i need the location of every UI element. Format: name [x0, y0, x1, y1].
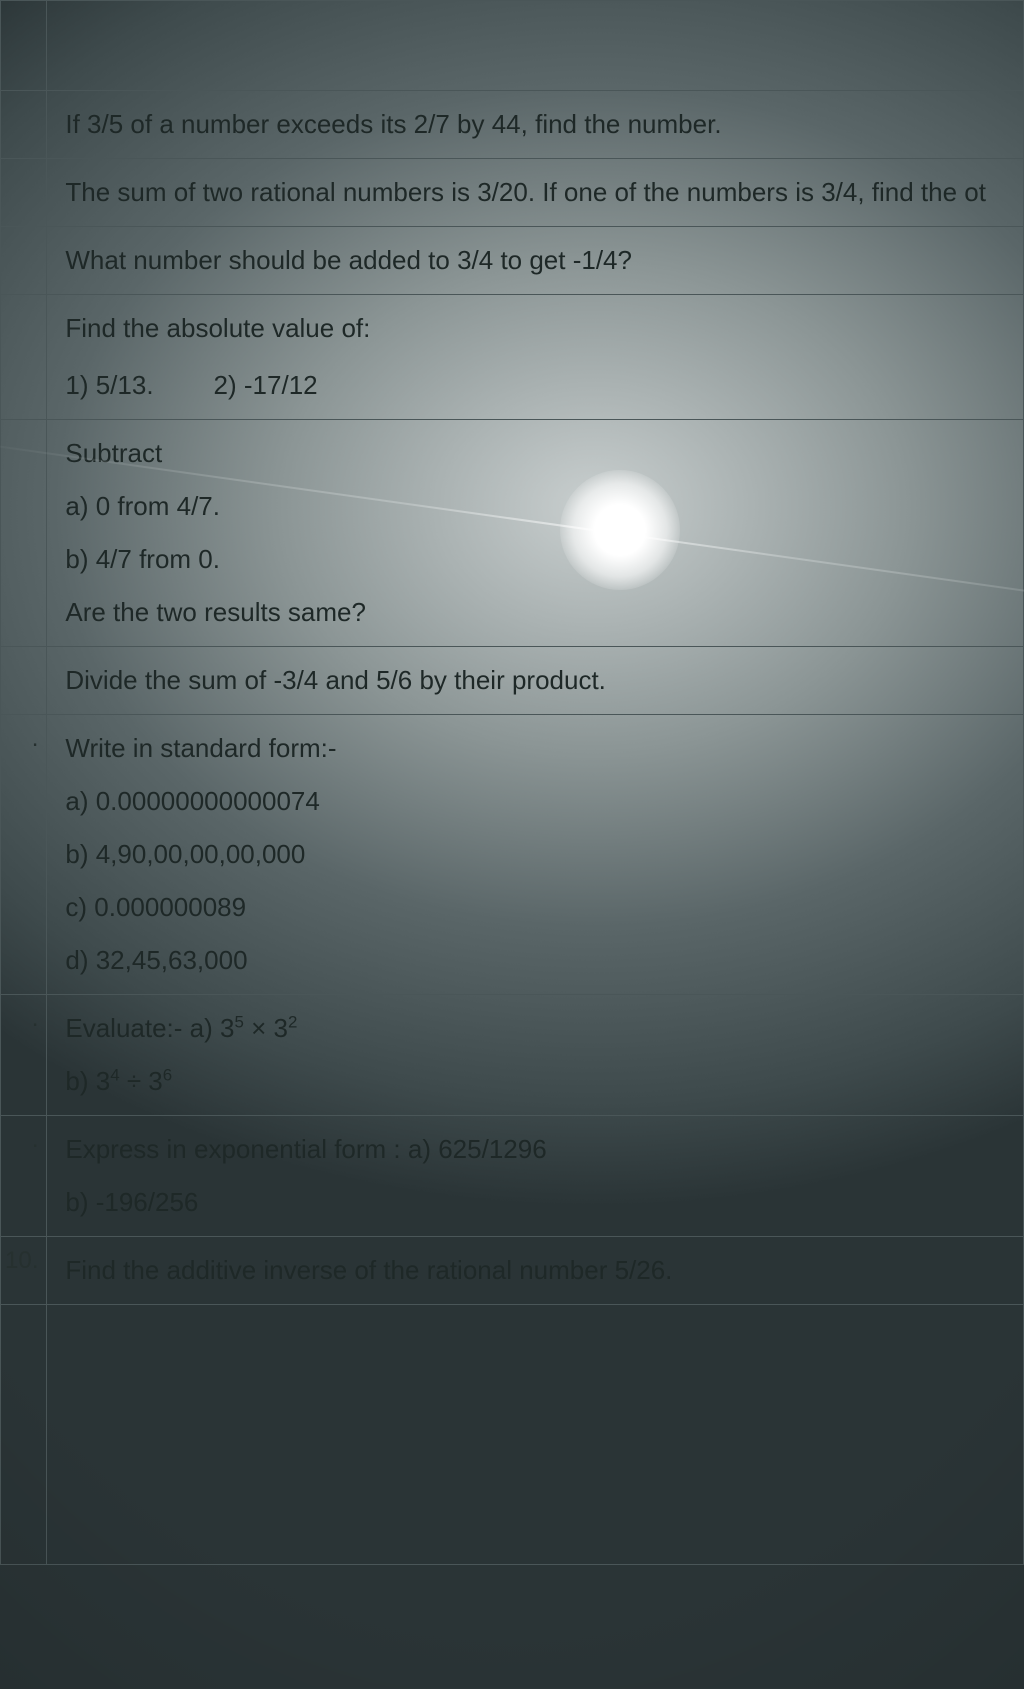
table-row: . Evaluate:- a) 35 × 32 b) 34 ÷ 36	[1, 995, 1024, 1116]
question-tail: Are the two results same?	[65, 593, 1009, 632]
table-row: 10. Find the additive inverse of the rati…	[1, 1237, 1024, 1305]
spacer-cell	[1, 1305, 47, 1565]
question-text: Divide the sum of -3/4 and 5/6 by their …	[65, 661, 1009, 700]
top-spacer-row	[1, 1, 1024, 91]
number-cell	[1, 295, 47, 420]
number-cell	[1, 91, 47, 159]
question-cell: The sum of two rational numbers is 3/20.…	[47, 159, 1024, 227]
sub-option: a) 0.00000000000074	[65, 782, 1009, 821]
question-cell: Write in standard form:- a) 0.00000000000…	[47, 715, 1024, 995]
sub-option: b) 34 ÷ 36	[65, 1062, 1009, 1101]
number-cell: .	[1, 995, 47, 1116]
question-lead: Subtract	[65, 434, 1009, 473]
worksheet-sheet: If 3/5 of a number exceeds its 2/7 by 44…	[0, 0, 1024, 1565]
table-row: Divide the sum of -3/4 and 5/6 by their …	[1, 647, 1024, 715]
options-inline: 1) 5/13. 2) -17/12	[65, 366, 1009, 405]
number-cell	[1, 420, 47, 647]
table-row: Subtract a) 0 from 4/7. b) 4/7 from 0. Are …	[1, 420, 1024, 647]
question-cell: Express in exponential form : a) 625/129…	[47, 1116, 1024, 1237]
table-row: What number should be added to 3/4 to ge…	[1, 227, 1024, 295]
question-lead: Evaluate:- a) 35 × 32	[65, 1009, 1009, 1048]
question-tbody: If 3/5 of a number exceeds its 2/7 by 44…	[1, 1, 1024, 1565]
option-inline: 2) -17/12	[214, 366, 318, 405]
spacer-cell	[47, 1305, 1024, 1565]
number-cell	[1, 647, 47, 715]
question-text: The sum of two rational numbers is 3/20.…	[65, 173, 1009, 212]
sub-option: b) 4,90,00,00,00,000	[65, 835, 1009, 874]
question-text: Find the additive inverse of the rationa…	[65, 1251, 1009, 1290]
sub-option: a) 0 from 4/7.	[65, 487, 1009, 526]
number-cell: .	[1, 715, 47, 995]
sub-option: c) 0.000000089	[65, 888, 1009, 927]
table-row: Find the absolute value of: 1) 5/13. 2) -1…	[1, 295, 1024, 420]
question-cell: What number should be added to 3/4 to ge…	[47, 227, 1024, 295]
number-cell	[1, 227, 47, 295]
number-cell: 10.	[1, 1237, 47, 1305]
number-cell: .	[1, 1116, 47, 1237]
option-inline: 1) 5/13.	[65, 366, 153, 405]
sub-option: d) 32,45,63,000	[65, 941, 1009, 980]
question-text: What number should be added to 3/4 to ge…	[65, 241, 1009, 280]
question-cell: Evaluate:- a) 35 × 32 b) 34 ÷ 36	[47, 995, 1024, 1116]
question-cell: Find the additive inverse of the rationa…	[47, 1237, 1024, 1305]
question-lead: Find the absolute value of:	[65, 309, 1009, 348]
question-lead: Write in standard form:-	[65, 729, 1009, 768]
table-row: If 3/5 of a number exceeds its 2/7 by 44…	[1, 91, 1024, 159]
question-cell: Divide the sum of -3/4 and 5/6 by their …	[47, 647, 1024, 715]
question-cell: Find the absolute value of: 1) 5/13. 2) -1…	[47, 295, 1024, 420]
sub-option: b) -196/256	[65, 1183, 1009, 1222]
number-cell	[1, 1, 47, 91]
table-row: The sum of two rational numbers is 3/20.…	[1, 159, 1024, 227]
question-cell: Subtract a) 0 from 4/7. b) 4/7 from 0. Are …	[47, 420, 1024, 647]
question-cell	[47, 1, 1024, 91]
table-row: . Express in exponential form : a) 625/12…	[1, 1116, 1024, 1237]
question-text: If 3/5 of a number exceeds its 2/7 by 44…	[65, 105, 1009, 144]
sub-option: b) 4/7 from 0.	[65, 540, 1009, 579]
bottom-spacer-row	[1, 1305, 1024, 1565]
table-row: . Write in standard form:- a) 0.0000000000…	[1, 715, 1024, 995]
question-table: If 3/5 of a number exceeds its 2/7 by 44…	[0, 0, 1024, 1565]
question-cell: If 3/5 of a number exceeds its 2/7 by 44…	[47, 91, 1024, 159]
number-cell	[1, 159, 47, 227]
question-lead: Express in exponential form : a) 625/129…	[65, 1130, 1009, 1169]
